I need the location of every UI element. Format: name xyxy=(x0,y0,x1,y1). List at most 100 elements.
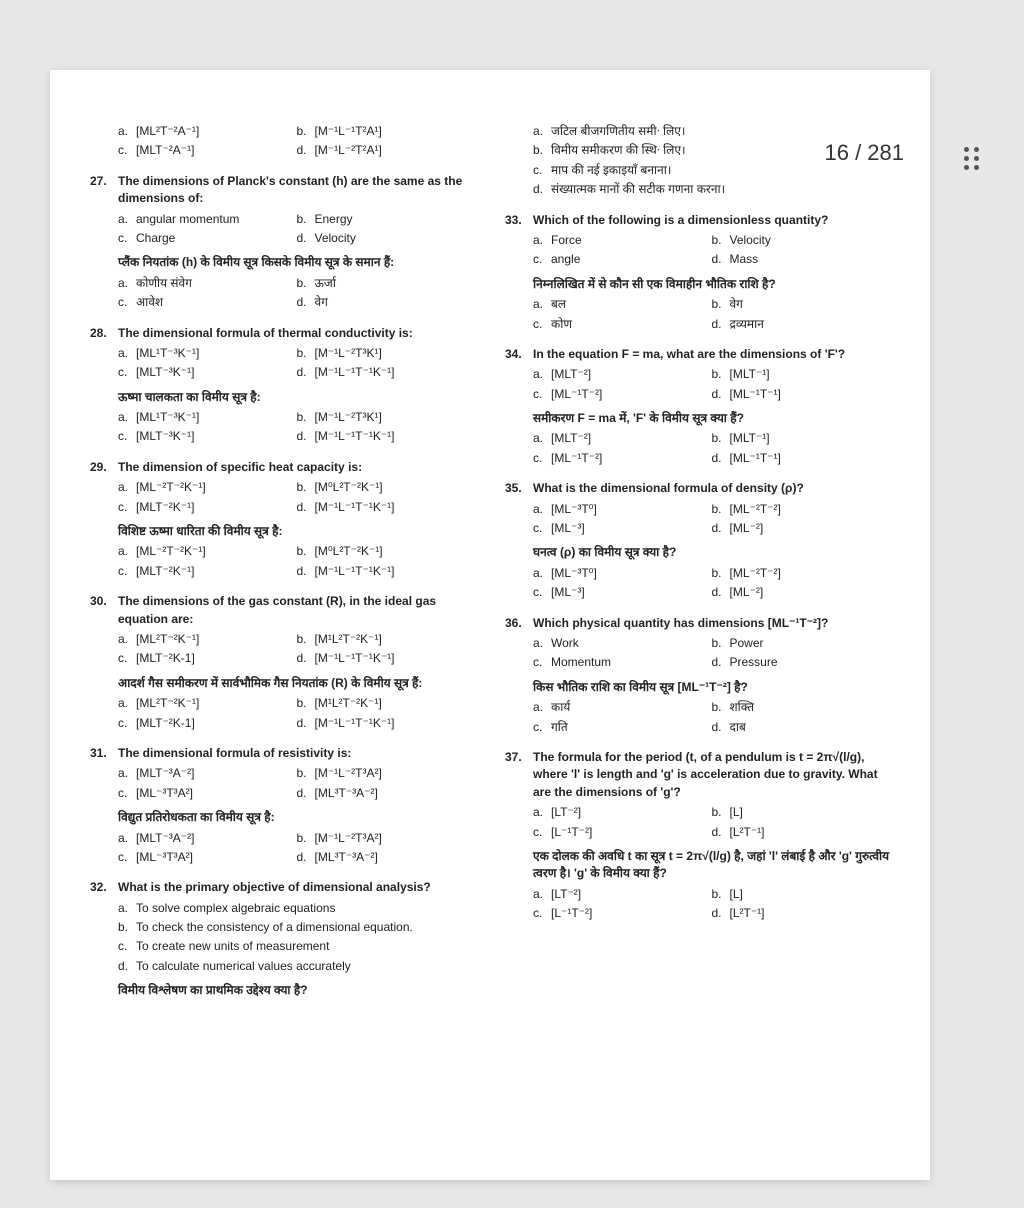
option[interactable]: d.[L²T⁻¹] xyxy=(712,823,891,842)
option[interactable]: c.[MLT⁻²K-1] xyxy=(118,649,297,668)
option[interactable]: a.[ML⁻³T⁰] xyxy=(533,564,712,583)
option[interactable]: a.[ML⁻²T⁻²K⁻¹] xyxy=(118,478,297,497)
option[interactable]: a.जटिल बीजगणितीय समीᐧ लिए। xyxy=(533,122,890,141)
option[interactable]: b.Energy xyxy=(297,210,476,229)
option[interactable]: a.Work xyxy=(533,634,712,653)
option[interactable]: d.[M⁻¹L⁻¹T⁻¹K⁻¹] xyxy=(297,427,476,446)
option[interactable]: d.To calculate numerical values accurate… xyxy=(118,957,475,976)
option[interactable]: d.[M⁻¹L⁻¹T⁻¹K⁻¹] xyxy=(297,649,476,668)
option-text: [ML¹T⁻³K⁻¹] xyxy=(136,409,199,426)
option[interactable]: c.[ML⁻³T³A²] xyxy=(118,848,297,867)
option[interactable]: a.कोणीय संवेग xyxy=(118,274,297,293)
option[interactable]: b.[M¹L²T⁻²K⁻¹] xyxy=(297,630,476,649)
option[interactable]: a.[MLT⁻³A⁻²] xyxy=(118,829,297,848)
option[interactable]: b.[ML⁻²T⁻²] xyxy=(712,564,891,583)
option[interactable]: c.angle xyxy=(533,250,712,269)
option[interactable]: c.[L⁻¹T⁻²] xyxy=(533,823,712,842)
option[interactable]: a.बल xyxy=(533,295,712,314)
question: 37.The formula for the period (t, of a p… xyxy=(505,749,890,924)
option[interactable]: a.[ML²T⁻²K⁻¹] xyxy=(118,630,297,649)
option[interactable]: b.Power xyxy=(712,634,891,653)
option[interactable]: c.To create new units of measurement xyxy=(118,937,475,956)
option[interactable]: a.[ML²T⁻²K⁻¹] xyxy=(118,694,297,713)
option[interactable]: c.[L⁻¹T⁻²] xyxy=(533,904,712,923)
option[interactable]: c.Charge xyxy=(118,229,297,248)
option[interactable]: c.कोण xyxy=(533,315,712,334)
option[interactable]: d.Velocity xyxy=(297,229,476,248)
option[interactable]: d.द्रव्यमान xyxy=(712,315,891,334)
option[interactable]: a.Force xyxy=(533,231,712,250)
option[interactable]: d.[M⁻¹L⁻¹T⁻¹K⁻¹] xyxy=(297,714,476,733)
option[interactable]: b.[M⁻¹L⁻¹T²A¹] xyxy=(297,122,476,141)
option[interactable]: a.[LT⁻²] xyxy=(533,803,712,822)
option[interactable]: b.वेग xyxy=(712,295,891,314)
option[interactable]: c.[ML⁻¹T⁻²] xyxy=(533,385,712,404)
option[interactable]: a.[ML⁻³T⁰] xyxy=(533,500,712,519)
option[interactable]: d.संख्यात्मक मानों की सटीक गणना करना। xyxy=(533,180,890,199)
option[interactable]: b.[MLT⁻¹] xyxy=(712,429,891,448)
option[interactable]: b.[M⁰L²T⁻²K⁻¹] xyxy=(297,542,476,561)
option[interactable]: a.To solve complex algebraic equations xyxy=(118,899,475,918)
option[interactable]: c.[MLT⁻²K-1] xyxy=(118,714,297,733)
option[interactable]: a.कार्य xyxy=(533,698,712,717)
option[interactable]: a.[MLT⁻²] xyxy=(533,429,712,448)
option[interactable]: d.Mass xyxy=(712,250,891,269)
question: 28.The dimensional formula of thermal co… xyxy=(90,325,475,447)
option[interactable]: c.[ML⁻³T³A²] xyxy=(118,784,297,803)
option[interactable]: d.[M⁻¹L⁻²T²A¹] xyxy=(297,141,476,160)
option[interactable]: d.वेग xyxy=(297,293,476,312)
menu-icon[interactable] xyxy=(960,145,984,169)
option[interactable]: d.[M⁻¹L⁻¹T⁻¹K⁻¹] xyxy=(297,562,476,581)
option[interactable]: d.[ML³T⁻³A⁻²] xyxy=(297,784,476,803)
option[interactable]: b.[M⁰L²T⁻²K⁻¹] xyxy=(297,478,476,497)
option[interactable]: b.शक्ति xyxy=(712,698,891,717)
option[interactable]: d.[ML⁻²] xyxy=(712,519,891,538)
option-letter: d. xyxy=(297,428,315,445)
option[interactable]: b.[M⁻¹L⁻²T³K¹] xyxy=(297,344,476,363)
option[interactable]: a.[ML⁻²T⁻²K⁻¹] xyxy=(118,542,297,561)
option[interactable]: d.[M⁻¹L⁻¹T⁻¹K⁻¹] xyxy=(297,363,476,382)
option[interactable]: b.[M⁻¹L⁻²T³A²] xyxy=(297,829,476,848)
option[interactable]: c.[ML⁻³] xyxy=(533,519,712,538)
option[interactable]: c.[ML⁻¹T⁻²] xyxy=(533,449,712,468)
option-letter: d. xyxy=(297,294,315,311)
option[interactable]: d.दाब xyxy=(712,718,891,737)
option-text: [M⁻¹L⁻¹T⁻¹K⁻¹] xyxy=(315,499,395,516)
option[interactable]: c.गति xyxy=(533,718,712,737)
question: 34.In the equation F = ma, what are the … xyxy=(505,346,890,468)
option[interactable]: a.[MLT⁻³A⁻²] xyxy=(118,764,297,783)
option[interactable]: d.Pressure xyxy=(712,653,891,672)
question-number: 34. xyxy=(505,346,533,363)
option[interactable]: c.[MLT⁻³K⁻¹] xyxy=(118,363,297,382)
option[interactable]: a.[ML¹T⁻³K⁻¹] xyxy=(118,408,297,427)
option[interactable]: c.[MLT⁻²K⁻¹] xyxy=(118,562,297,581)
option[interactable]: c.[ML⁻³] xyxy=(533,583,712,602)
option[interactable]: c.आवेश xyxy=(118,293,297,312)
option[interactable]: d.[M⁻¹L⁻¹T⁻¹K⁻¹] xyxy=(297,498,476,517)
option[interactable]: b.To check the consistency of a dimensio… xyxy=(118,918,475,937)
option[interactable]: d.[ML³T⁻³A⁻²] xyxy=(297,848,476,867)
option[interactable]: a.[MLT⁻²] xyxy=(533,365,712,384)
option[interactable]: d.[L²T⁻¹] xyxy=(712,904,891,923)
option[interactable]: c.[MLT⁻²A⁻¹] xyxy=(118,141,297,160)
option[interactable]: b.[M⁻¹L⁻²T³K¹] xyxy=(297,408,476,427)
option[interactable]: d.[ML⁻¹T⁻¹] xyxy=(712,385,891,404)
option[interactable]: a.[ML¹T⁻³K⁻¹] xyxy=(118,344,297,363)
option[interactable]: b.[M⁻¹L⁻²T³A²] xyxy=(297,764,476,783)
option[interactable]: a.[ML²T⁻²A⁻¹] xyxy=(118,122,297,141)
option[interactable]: c.[MLT⁻²K⁻¹] xyxy=(118,498,297,517)
option[interactable]: b.[L] xyxy=(712,803,891,822)
option[interactable]: d.[ML⁻²] xyxy=(712,583,891,602)
option[interactable]: a.[LT⁻²] xyxy=(533,885,712,904)
option[interactable]: b.[ML⁻²T⁻²] xyxy=(712,500,891,519)
option[interactable]: b.[MLT⁻¹] xyxy=(712,365,891,384)
option[interactable]: c.Momentum xyxy=(533,653,712,672)
option[interactable]: b.Velocity xyxy=(712,231,891,250)
option[interactable]: a.angular momentum xyxy=(118,210,297,229)
option[interactable]: d.[ML⁻¹T⁻¹] xyxy=(712,449,891,468)
option[interactable]: b.[M¹L²T⁻²K⁻¹] xyxy=(297,694,476,713)
option-text: [L] xyxy=(730,886,743,903)
option[interactable]: c.[MLT⁻³K⁻¹] xyxy=(118,427,297,446)
option[interactable]: b.[L] xyxy=(712,885,891,904)
option[interactable]: b.ऊर्जा xyxy=(297,274,476,293)
